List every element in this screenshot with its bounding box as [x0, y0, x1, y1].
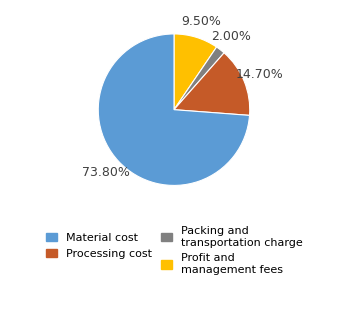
Wedge shape — [174, 47, 224, 110]
Text: 2.00%: 2.00% — [211, 30, 251, 43]
Text: 14.70%: 14.70% — [236, 68, 284, 81]
Wedge shape — [174, 34, 216, 110]
Text: 9.50%: 9.50% — [181, 15, 221, 28]
Wedge shape — [174, 53, 250, 115]
Wedge shape — [98, 34, 250, 185]
Text: 73.80%: 73.80% — [82, 166, 130, 179]
Legend: Material cost, Processing cost, Packing and
transportation charge, Profit and
ma: Material cost, Processing cost, Packing … — [42, 223, 306, 278]
